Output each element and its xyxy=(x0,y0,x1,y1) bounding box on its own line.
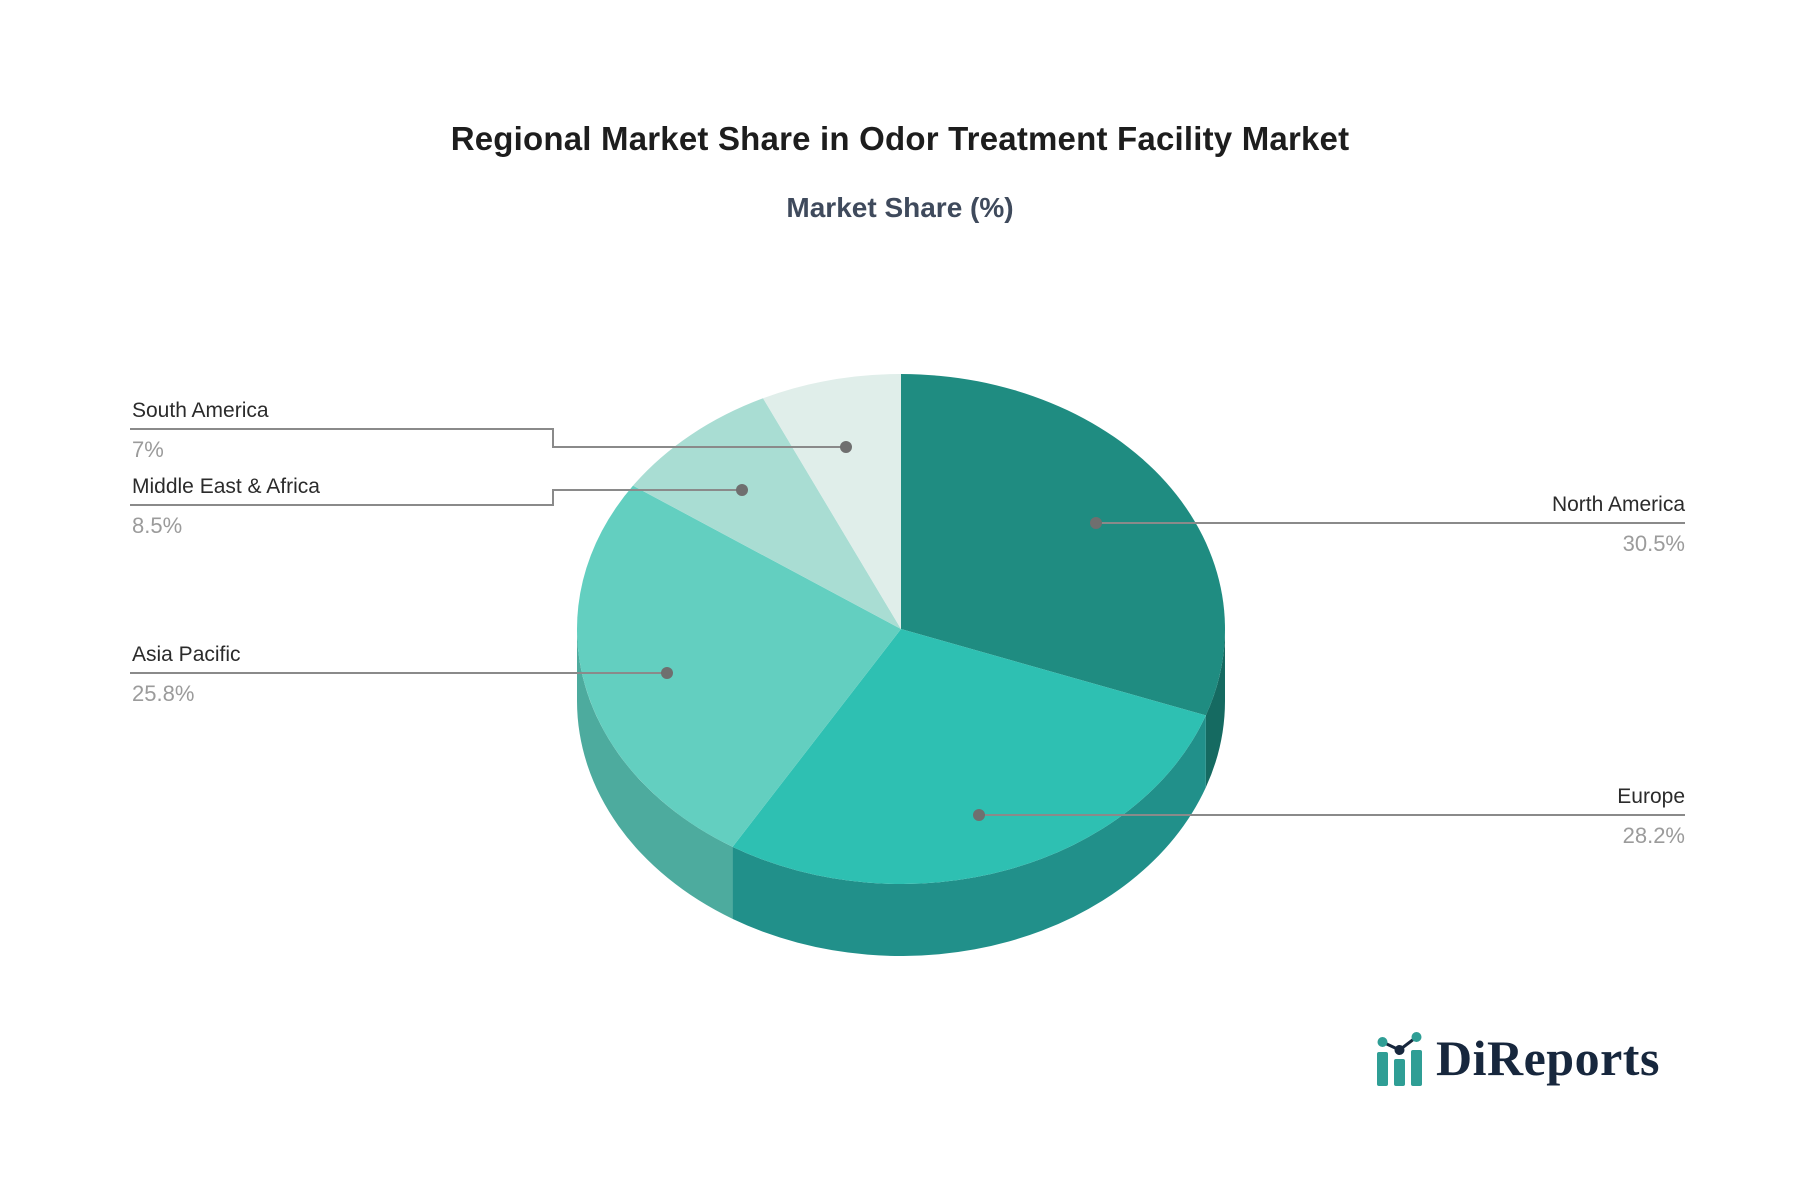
slice-value: 28.2% xyxy=(1622,823,1685,848)
chart-subtitle: Market Share (%) xyxy=(786,192,1014,223)
slice-label: Asia Pacific xyxy=(132,643,241,666)
slice-value: 7% xyxy=(132,437,164,462)
slice-label: Europe xyxy=(1617,785,1685,808)
brand-logo: DiReports xyxy=(1376,1028,1660,1086)
slice-value: 30.5% xyxy=(1622,531,1685,556)
brand-name: DiReports xyxy=(1436,1030,1660,1086)
bar-chart-logo-icon xyxy=(1377,1032,1422,1086)
slice-label: South America xyxy=(132,399,269,422)
slice-label: North America xyxy=(1551,493,1685,516)
slice-label: Middle East & Africa xyxy=(132,475,320,498)
slice-value: 8.5% xyxy=(132,513,183,538)
chart-title: Regional Market Share in Odor Treatment … xyxy=(450,120,1350,157)
slice-value: 25.8% xyxy=(132,681,195,706)
